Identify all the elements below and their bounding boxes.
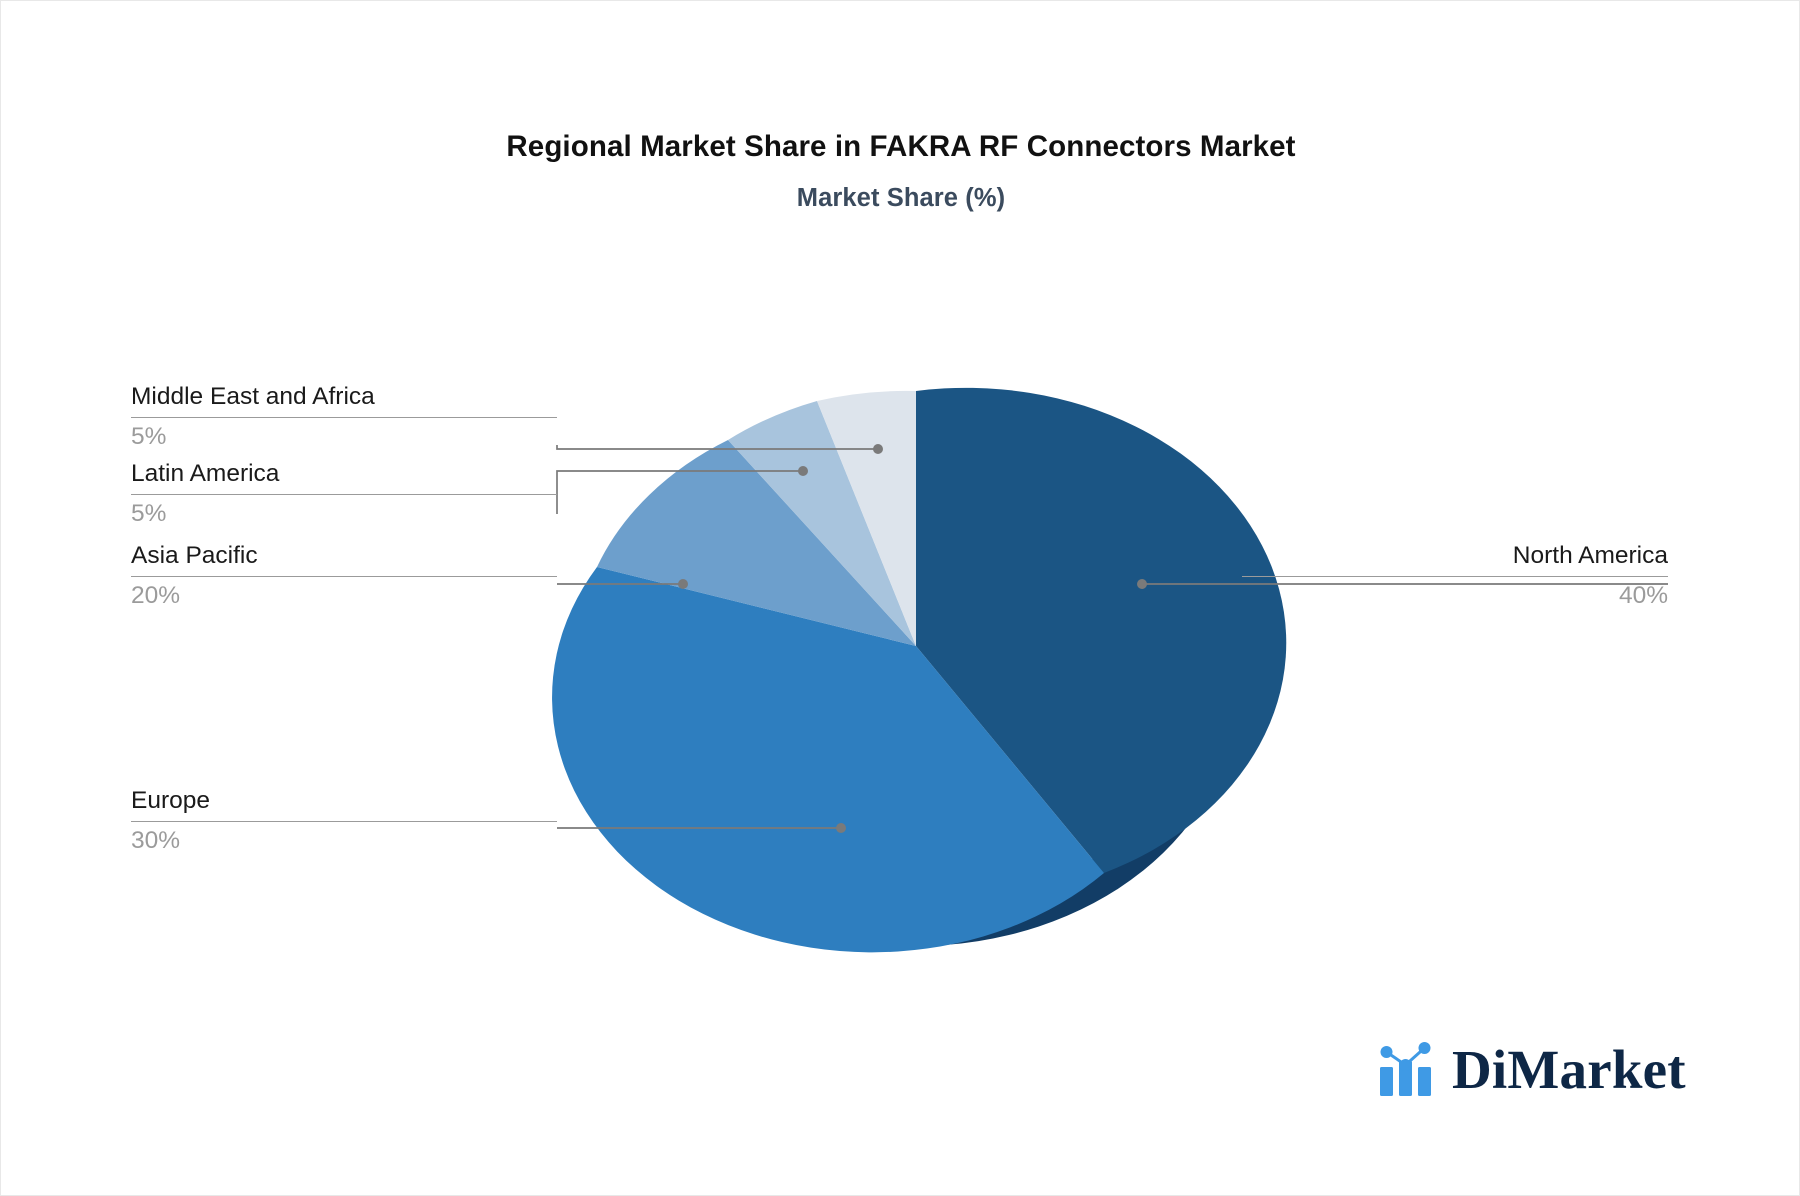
callout-label-asia-pacific: Asia Pacific xyxy=(131,542,258,569)
leader-dot-latin-america xyxy=(798,466,808,476)
bar-chart-trend-icon xyxy=(1380,1042,1431,1096)
brand-logo[interactable]: DiMarket xyxy=(1379,1041,1686,1097)
callout-europe[interactable]: Europe 30% xyxy=(131,786,557,856)
callout-value-latin-america: 5% xyxy=(131,499,167,527)
leader-dot-middle-east-and-africa xyxy=(873,444,883,454)
chart-subtitle: Market Share (%) xyxy=(796,184,1006,213)
callout-rule xyxy=(1242,575,1668,577)
leader-line-middle-east-and-africa xyxy=(556,445,878,450)
pie-slice-latin-america[interactable] xyxy=(728,401,916,646)
callout-rule xyxy=(131,493,557,495)
title-block: Regional Market Share in FAKRA RF Connec… xyxy=(1,129,1799,214)
pie-slice-north-america[interactable] xyxy=(916,387,1287,873)
callout-value-europe: 30% xyxy=(131,826,181,854)
pie-slice-europe[interactable] xyxy=(552,567,1104,953)
callout-rule xyxy=(131,416,557,418)
callout-label-north-america: North America xyxy=(1512,542,1668,569)
pie-slice-asia-pacific[interactable] xyxy=(597,440,916,646)
callout-value-asia-pacific: 20% xyxy=(131,581,181,609)
leader-dot-asia-pacific xyxy=(678,579,688,589)
leader-line-latin-america xyxy=(556,470,803,514)
callout-label-middle-east-and-africa: Middle East and Africa xyxy=(131,383,375,410)
callout-asia-pacific[interactable]: Asia Pacific 20% xyxy=(131,541,557,611)
callout-rule xyxy=(131,820,557,822)
leader-dot-north-america xyxy=(1137,579,1147,589)
callout-latin-america[interactable]: Latin America 5% xyxy=(131,459,557,529)
callout-value-north-america: 40% xyxy=(1618,581,1668,609)
leader-lines xyxy=(556,445,1668,829)
callout-north-america[interactable]: North America 40% xyxy=(1242,541,1668,611)
pie-slices xyxy=(552,387,1287,953)
callout-value-middle-east-and-africa: 5% xyxy=(131,422,167,450)
pie-slice-middle-east-and-africa[interactable] xyxy=(817,390,916,646)
callout-middle-east-and-africa[interactable]: Middle East and Africa 5% xyxy=(131,382,557,452)
leader-dot-europe xyxy=(836,823,846,833)
leader-dots xyxy=(678,444,1147,833)
callout-label-europe: Europe xyxy=(131,787,211,814)
callout-rule xyxy=(131,575,557,577)
page-title: Regional Market Share in FAKRA RF Connec… xyxy=(506,130,1296,163)
brand-name: DiMarket xyxy=(1452,1038,1686,1100)
callout-label-latin-america: Latin America xyxy=(131,460,280,487)
